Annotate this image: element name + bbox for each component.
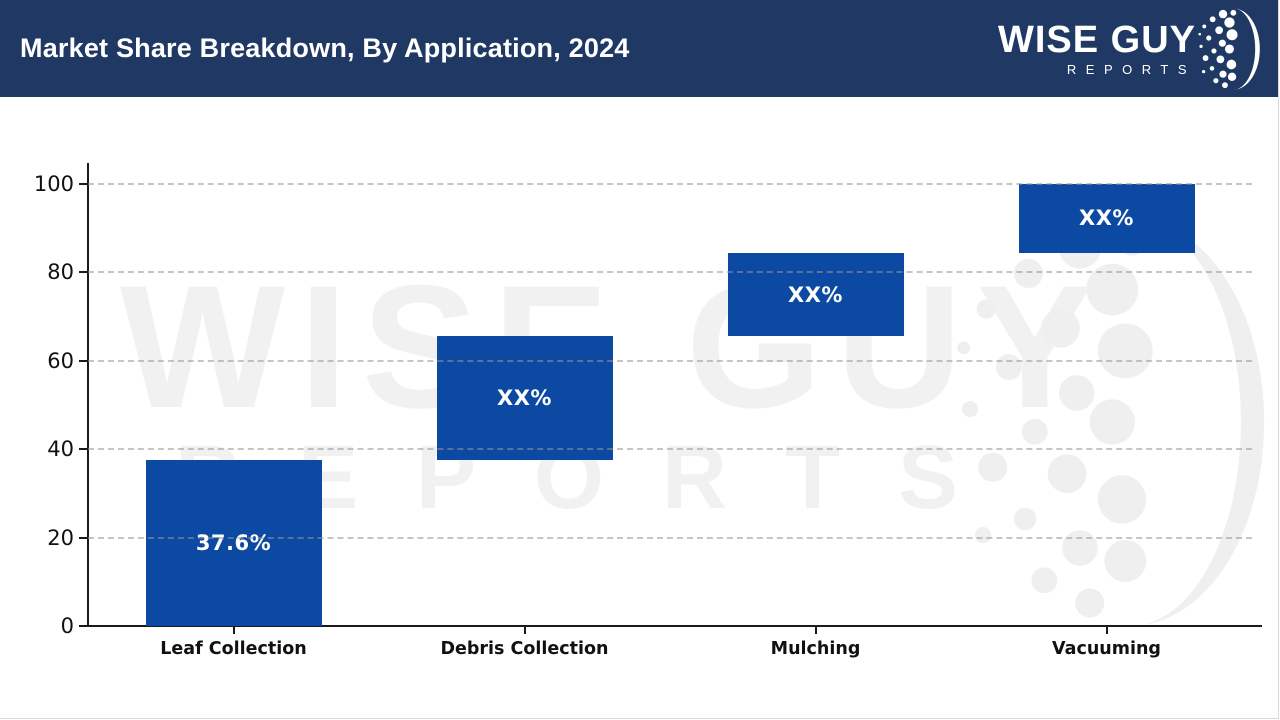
bar-value-label: XX% (497, 386, 552, 411)
y-tick-label: 80 (47, 260, 74, 285)
y-tick-label: 0 (60, 614, 74, 638)
header-bar: Market Share Breakdown, By Application, … (0, 0, 1278, 97)
x-tick-mark (232, 627, 235, 634)
y-tick-mark (79, 536, 87, 539)
x-tick-mark (814, 627, 817, 634)
x-tick-mark (1105, 627, 1108, 634)
x-category-label: Leaf Collection (160, 639, 307, 659)
bar-value-label: XX% (788, 282, 843, 307)
y-tick-label: 60 (47, 348, 74, 373)
brand-subtitle: REPORTS (1066, 61, 1196, 77)
bar-value-label: XX% (1079, 206, 1134, 231)
gridline-40 (88, 448, 1252, 451)
y-tick-label: 20 (47, 525, 74, 550)
bar-mulching: XX% (727, 253, 904, 337)
gridline-60 (88, 359, 1252, 362)
x-axis-line (87, 625, 1262, 627)
x-tick-mark (523, 627, 526, 634)
y-tick-mark (79, 625, 87, 627)
brand-logo: WISE GUY REPORTS (998, 7, 1264, 91)
gridline-80 (88, 271, 1252, 274)
watermark-face-icon (957, 218, 1265, 626)
bar-debris-collection: XX% (436, 336, 613, 460)
page-title: Market Share Breakdown, By Application, … (20, 33, 630, 63)
x-category-label: Mulching (770, 639, 861, 659)
brand-name: WISE GUY (997, 18, 1196, 61)
y-tick-mark (79, 271, 87, 274)
x-category-label: Vacuuming (1052, 639, 1161, 659)
bar-value-label: 37.6% (195, 530, 272, 555)
gridline-20 (88, 536, 1252, 539)
y-tick-mark (79, 359, 87, 362)
bar-leaf-collection: 37.6% (145, 459, 322, 626)
bar-vacuuming: XX% (1018, 183, 1195, 254)
x-category-label: Debris Collection (440, 639, 609, 659)
brand-logo-text: WISE GUY REPORTS (998, 21, 1196, 77)
y-tick-mark (79, 182, 87, 185)
y-axis-line (87, 163, 89, 627)
y-tick-label: 40 (47, 437, 74, 462)
y-tick-label: 100 (33, 171, 74, 196)
watermark: WISE GUY REPORTS (0, 97, 1278, 718)
brand-face-icon (1198, 7, 1260, 90)
gridline-100 (88, 182, 1252, 185)
y-tick-mark (79, 448, 87, 451)
